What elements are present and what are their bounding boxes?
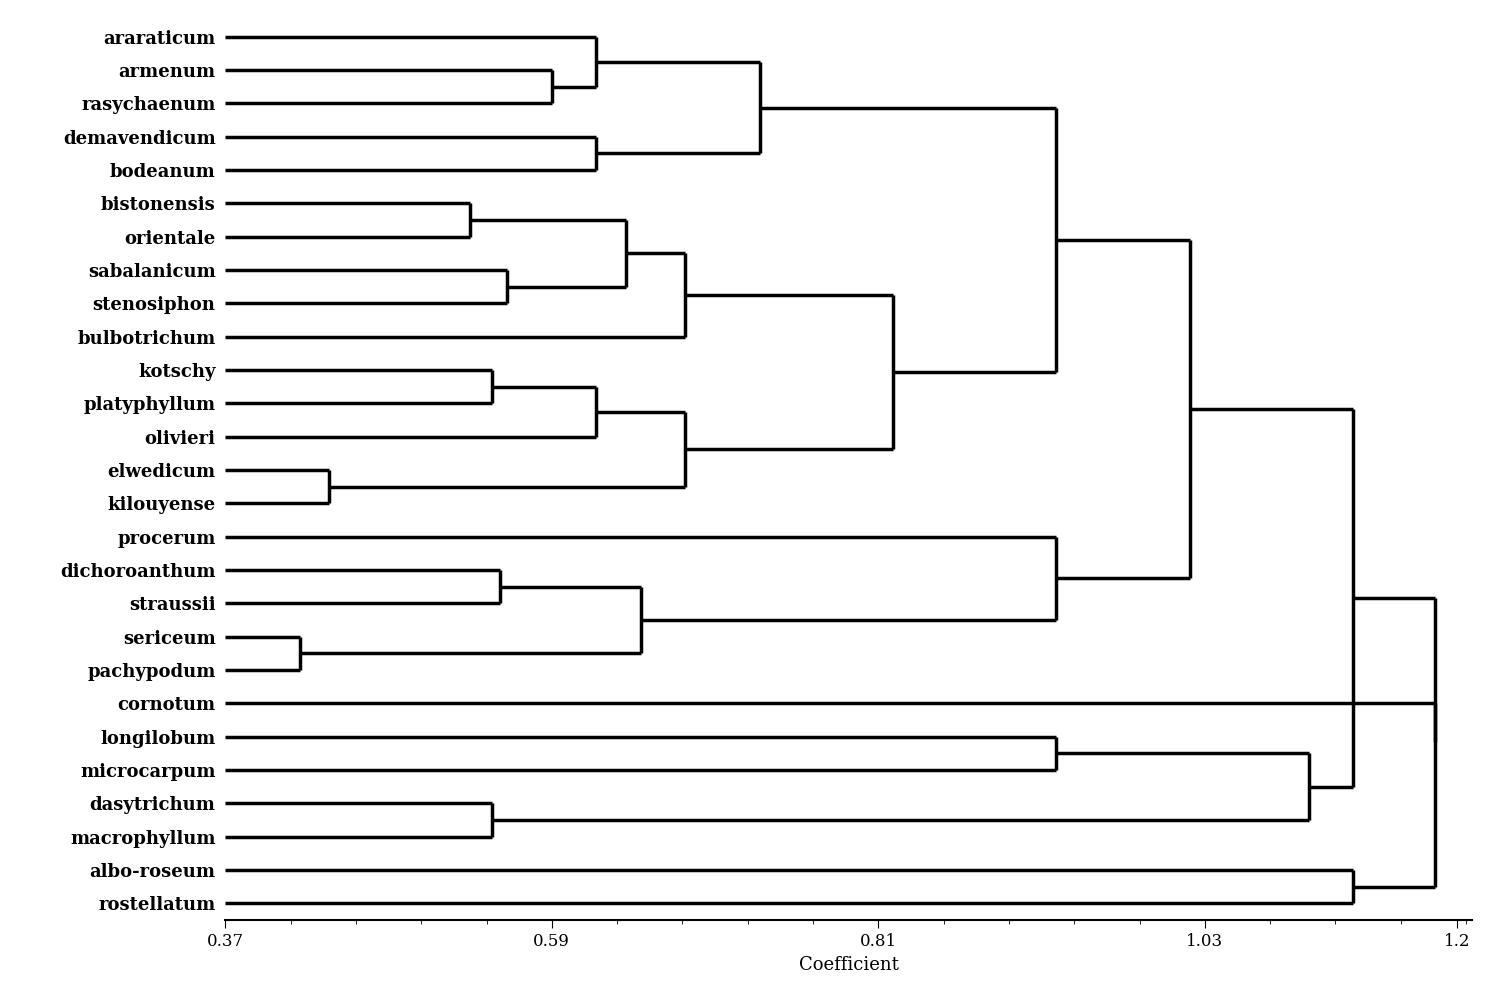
- X-axis label: Coefficient: Coefficient: [799, 956, 898, 974]
